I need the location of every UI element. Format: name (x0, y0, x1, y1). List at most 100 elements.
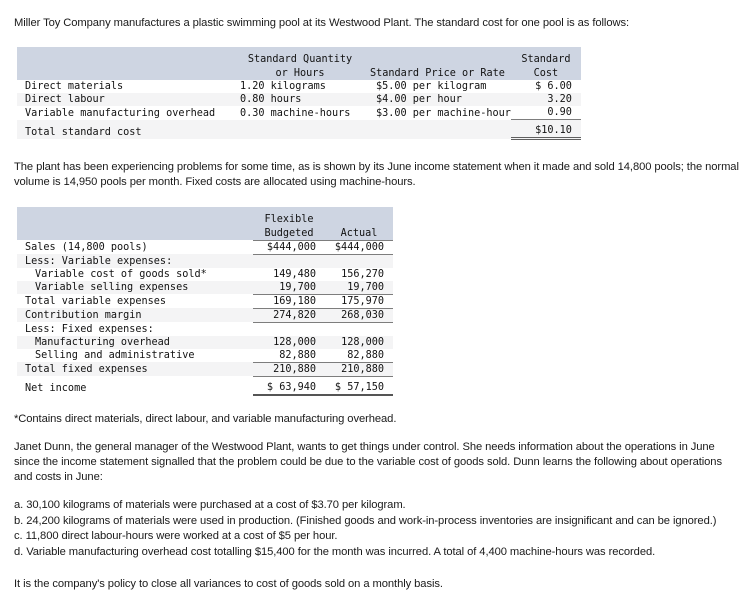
table-row: Selling and administrative 82,880 82,880 (17, 348, 393, 363)
row-label: Variable manufacturing overhead (17, 106, 230, 120)
row-label: Variable selling expenses (17, 280, 253, 295)
row-budgeted: 169,180 (253, 293, 325, 309)
row-label: Direct labour (17, 93, 230, 107)
row-label: Less: Variable expenses: (17, 254, 253, 268)
row-actual (325, 321, 393, 336)
header-quantity-line2: or Hours (230, 66, 370, 81)
row-cost: 3.20 (510, 93, 581, 107)
row-budgeted: 149,480 (253, 267, 325, 281)
table-total-row: Total standard cost $10.10 (17, 119, 581, 141)
spacer (14, 561, 739, 577)
header-price-line2: Standard Price or Rate (370, 66, 511, 81)
table-row: Variable manufacturing overhead 0.30 mac… (17, 106, 581, 120)
row-actual: 268,030 (325, 307, 393, 323)
row-budgeted: 19,700 (253, 280, 325, 295)
row-price: $3.00 per machine-hour (370, 106, 511, 120)
row-label: Manufacturing overhead (17, 335, 253, 349)
table-row: Less: Fixed expenses: (17, 321, 393, 336)
row-price: $4.00 per hour (370, 93, 511, 107)
facts-list: a. 30,100 kilograms of materials were pu… (14, 498, 739, 560)
row-budgeted: 128,000 (253, 335, 325, 349)
spacer (14, 396, 739, 412)
row-actual (325, 253, 393, 268)
table-row: Total fixed expenses 210,880 210,880 (17, 361, 393, 377)
row-quantity: 0.30 machine-hours (230, 106, 370, 120)
total-blank-1 (230, 119, 370, 139)
table-row: Less: Variable expenses: (17, 253, 393, 268)
table-row: Variable selling expenses 19,700 19,700 (17, 280, 393, 295)
intro-paragraph: Miller Toy Company manufactures a plasti… (14, 17, 630, 29)
table-row: Direct materials 1.20 kilograms $5.00 pe… (17, 80, 581, 94)
row-label: Variable cost of goods sold* (17, 267, 253, 281)
table-row: Total variable expenses 169,180 175,970 (17, 293, 393, 309)
row-label: Total variable expenses (17, 294, 253, 309)
row-label: Sales (14,800 pools) (17, 240, 253, 255)
table-row: Manufacturing overhead 128,000 128,000 (17, 335, 393, 349)
list-item: b. 24,200 kilograms of materials were us… (14, 514, 717, 527)
row-actual: 175,970 (325, 293, 393, 309)
row-label: Net income (17, 376, 253, 395)
footnote: *Contains direct materials, direct labou… (14, 412, 397, 425)
header-cost-line1: Standard (510, 47, 581, 67)
header-actual: Actual (325, 225, 393, 241)
problem-page: Miller Toy Company manufactures a plasti… (14, 17, 739, 590)
total-cost: $10.10 (510, 119, 581, 141)
header-blank-cell-2 (370, 47, 511, 67)
row-label: Less: Fixed expenses: (17, 322, 253, 336)
header-budgeted: Budgeted (253, 225, 325, 241)
row-label: Contribution margin (17, 308, 253, 323)
header-flexible: Flexible (253, 206, 325, 226)
header-cost-line2: Cost (510, 66, 581, 81)
table-row: Sales (14,800 pools) $444,000 $444,000 (17, 239, 393, 255)
header-blank-cell-3 (17, 225, 253, 241)
spacer (14, 31, 739, 47)
row-actual: 19,700 (325, 280, 393, 295)
table-row: Direct labour 0.80 hours $4.00 per hour … (17, 93, 581, 107)
row-quantity: 1.20 kilograms (230, 80, 370, 94)
row-budgeted (253, 321, 325, 336)
row-budgeted: $444,000 (253, 239, 325, 255)
manager-paragraph: Janet Dunn, the general manager of the W… (14, 440, 722, 484)
row-budgeted: $ 63,940 (253, 375, 325, 396)
row-actual: 128,000 (325, 335, 393, 349)
row-actual: 156,270 (325, 267, 393, 281)
income-header-row-1: Flexible (17, 206, 393, 226)
total-blank-2 (370, 119, 511, 139)
spacer (14, 140, 739, 160)
table-row: Variable cost of goods sold* 149,480 156… (17, 267, 393, 281)
header-blank-cell-3 (17, 66, 230, 81)
income-header-row-2: Budgeted Actual (17, 225, 393, 241)
table-row: Contribution margin 274,820 268,030 (17, 307, 393, 323)
list-item: a. 30,100 kilograms of materials were pu… (14, 499, 406, 512)
plant-paragraph: The plant has been experiencing problems… (14, 161, 739, 189)
header-blank-cell-1 (17, 47, 230, 67)
row-budgeted: 210,880 (253, 361, 325, 377)
header-blank-cell-2 (325, 206, 393, 226)
list-item: c. 11,800 direct labour-hours were worke… (14, 530, 338, 543)
spacer (14, 191, 739, 207)
spacer (14, 427, 739, 440)
row-actual: 82,880 (325, 348, 393, 363)
row-cost: 0.90 (510, 106, 581, 120)
total-label: Total standard cost (17, 119, 230, 139)
standard-cost-table: Standard Quantity Standard or Hours Stan… (17, 47, 581, 141)
row-budgeted: 82,880 (253, 348, 325, 363)
table-total-row: Net income $ 63,940 $ 57,150 (17, 375, 393, 396)
income-statement-table: Flexible Budgeted Actual Sales (14,800 p… (17, 206, 393, 396)
row-actual: 210,880 (325, 361, 393, 377)
row-actual: $444,000 (325, 239, 393, 255)
row-budgeted (253, 253, 325, 268)
row-label: Selling and administrative (17, 348, 253, 363)
row-actual: $ 57,150 (325, 375, 393, 396)
row-cost: $ 6.00 (510, 80, 581, 94)
standard-cost-header-row-1: Standard Quantity Standard (17, 47, 581, 67)
row-price: $5.00 per kilogram (370, 80, 511, 94)
spacer (14, 485, 739, 498)
row-label: Total fixed expenses (17, 362, 253, 377)
row-label: Direct materials (17, 80, 230, 94)
standard-cost-header-row-2: or Hours Standard Price or Rate Cost (17, 66, 581, 81)
header-blank-cell-1 (17, 206, 253, 226)
row-budgeted: 274,820 (253, 307, 325, 323)
header-quantity-line1: Standard Quantity (230, 47, 370, 67)
list-item: d. Variable manufacturing overhead cost … (14, 546, 656, 558)
